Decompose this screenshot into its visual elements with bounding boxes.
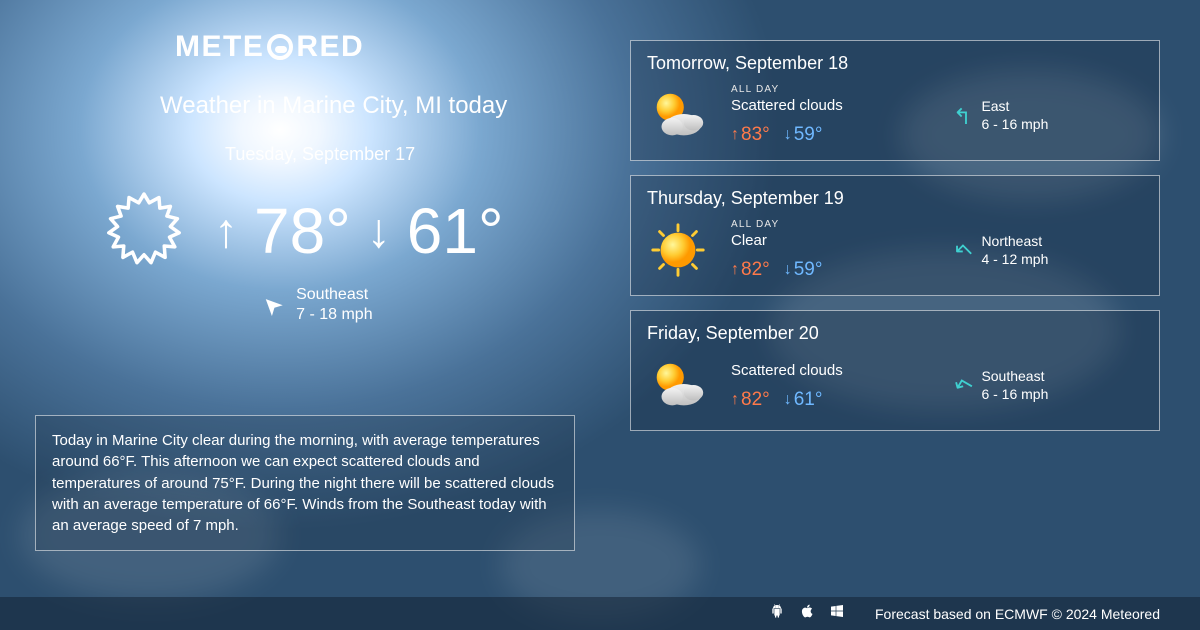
wind-arrow-icon: ↳ (946, 371, 978, 400)
all-day-label: ALL DAY (731, 84, 931, 95)
forecast-low: ↓59° (784, 124, 823, 146)
today-high: 78° (254, 194, 351, 268)
forecast-condition: Scattered clouds (731, 97, 931, 114)
forecast-high: ↑82° (731, 259, 770, 281)
forecast-date: Tomorrow, September 18 (647, 53, 1143, 74)
all-day-label: ALL DAY (731, 219, 931, 230)
forecast-condition: Scattered clouds (731, 362, 931, 379)
forecast-wind-speed: 6 - 16 mph (981, 385, 1048, 403)
brand-logo: METERED (175, 30, 600, 64)
high-arrow-icon: ↑ (731, 261, 739, 279)
forecast-date: Thursday, September 19 (647, 188, 1143, 209)
forecast-date: Friday, September 20 (647, 323, 1143, 344)
sun-outline-icon (100, 187, 188, 275)
windows-icon[interactable] (829, 603, 845, 624)
logo-icon (267, 34, 293, 60)
today-date: Tuesday, September 17 (225, 144, 600, 165)
forecast-panel: Tomorrow, September 18 ALL DAY Scattered c… (630, 40, 1160, 445)
today-low: 61° (407, 194, 504, 268)
forecast-high: ↑83° (731, 124, 770, 146)
forecast-wind-speed: 6 - 16 mph (981, 115, 1048, 133)
today-wind: ➤ Southeast 7 - 18 mph (262, 285, 600, 325)
high-arrow-icon: ↑ (214, 204, 238, 259)
forecast-wind-speed: 4 - 12 mph (981, 250, 1048, 268)
wind-arrow-icon: ↳ (947, 234, 978, 265)
wind-arrow-icon: ➤ (255, 288, 290, 323)
forecast-high: ↑82° (731, 389, 770, 411)
forecast-wind-dir: Northeast (981, 232, 1048, 250)
high-arrow-icon: ↑ (731, 126, 739, 144)
forecast-card[interactable]: Thursday, September 19 ALL DAY Clear ↑82° ↓5… (630, 175, 1160, 296)
apple-icon[interactable] (799, 603, 815, 624)
forecast-wind-dir: East (981, 97, 1048, 115)
wind-direction: Southeast (296, 285, 372, 305)
forecast-low: ↓61° (784, 389, 823, 411)
footer-bar: Forecast based on ECMWF © 2024 Meteored (0, 597, 1200, 630)
forecast-card[interactable]: Friday, September 20 Scattered clouds ↑82°… (630, 310, 1160, 431)
page-title: Weather in Marine City, MI today (160, 92, 600, 120)
forecast-condition: Clear (731, 232, 931, 249)
partly-cloudy-icon (647, 84, 709, 146)
today-temps: ↑ 78° ↓ 61° (214, 194, 504, 268)
partly-cloudy-icon (647, 354, 709, 416)
forecast-low: ↓59° (784, 259, 823, 281)
today-panel: METERED Weather in Marine City, MI today… (40, 30, 600, 325)
forecast-wind-dir: Southeast (981, 367, 1048, 385)
high-arrow-icon: ↑ (731, 391, 739, 409)
forecast-card[interactable]: Tomorrow, September 18 ALL DAY Scattered c… (630, 40, 1160, 161)
low-arrow-icon: ↓ (367, 204, 391, 259)
low-arrow-icon: ↓ (784, 391, 792, 409)
wind-speed: 7 - 18 mph (296, 305, 372, 325)
today-summary: Today in Marine City clear during the mo… (35, 415, 575, 551)
sunny-icon (647, 219, 709, 281)
low-arrow-icon: ↓ (784, 126, 792, 144)
wind-arrow-icon: ↳ (953, 102, 971, 128)
footer-text: Forecast based on ECMWF © 2024 Meteored (875, 606, 1160, 622)
low-arrow-icon: ↓ (784, 261, 792, 279)
android-icon[interactable] (769, 603, 785, 624)
